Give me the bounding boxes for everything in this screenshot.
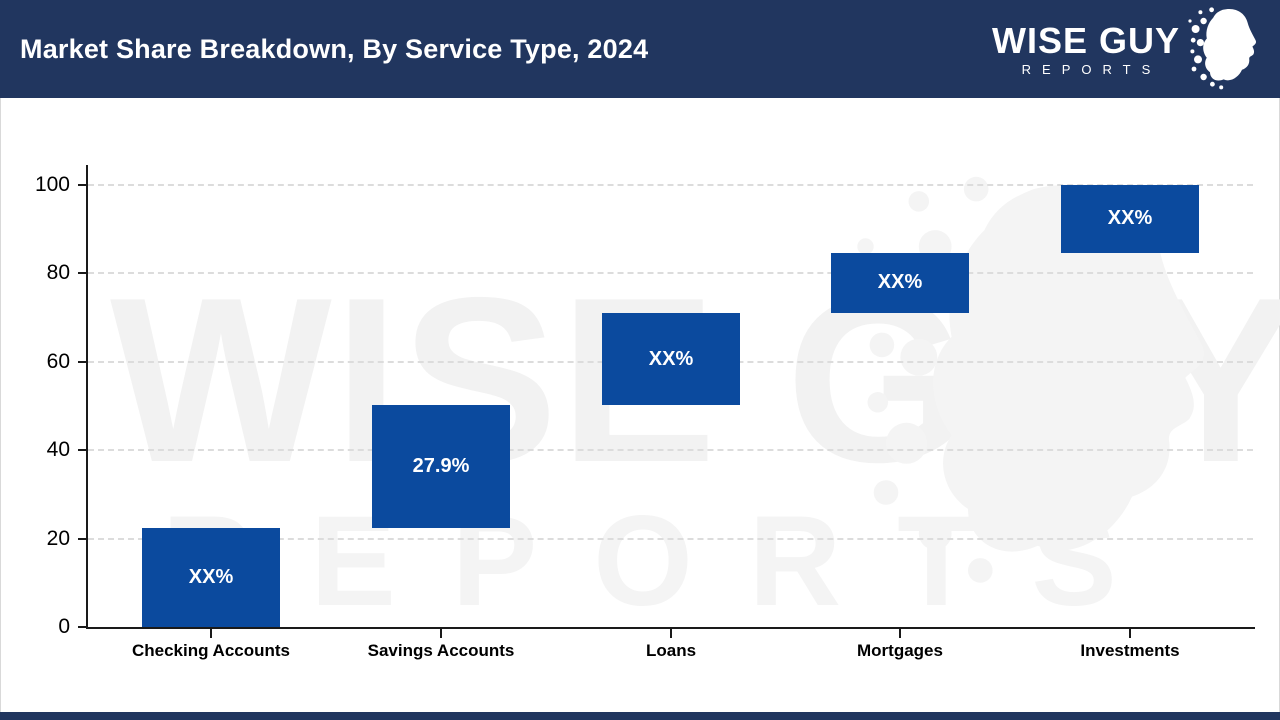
y-tick-label-100: 100 — [34, 173, 70, 196]
x-tick-label-checking-accounts: Checking Accounts — [131, 641, 291, 660]
dotted-head-icon — [1188, 7, 1257, 90]
y-tick-label-40: 40 — [46, 438, 70, 462]
x-tick-label-investments: Investments — [1080, 641, 1180, 660]
y-tick-label-60: 60 — [46, 349, 70, 373]
bar-value-label-savings-accounts: 27.9% — [412, 455, 470, 478]
bar-value-label-checking-accounts: XX% — [188, 566, 234, 589]
bar-value-label-investments: XX% — [1107, 207, 1153, 230]
watermark-dotted-head-icon — [857, 176, 1204, 583]
brand-logo-text: WISE GUY REPORTS — [991, 19, 1180, 77]
header-bar: Market Share Breakdown, By Service Type,… — [0, 0, 1280, 98]
x-tick-mortgages — [899, 629, 901, 638]
x-tick-label-mortgages: Mortgages — [857, 641, 943, 660]
y-tick-label-20: 20 — [46, 526, 70, 550]
y-axis-line — [86, 165, 88, 629]
y-tick-label-0: 0 — [58, 615, 70, 638]
x-tick-savings-accounts — [440, 629, 442, 638]
y-tick-20 — [78, 537, 87, 540]
gridline-40 — [88, 449, 1253, 452]
bar-mortgages: XX% — [831, 252, 969, 314]
x-tick-loans — [670, 629, 672, 638]
brand-name: WISE GUY — [991, 19, 1180, 61]
y-tick-80 — [78, 272, 87, 275]
bar-savings-accounts: 27.9% — [372, 405, 510, 529]
brand-logo: WISE GUY REPORTS — [992, 0, 1266, 98]
y-tick-60 — [78, 360, 87, 363]
bar-investments: XX% — [1061, 185, 1199, 253]
y-tick-100 — [78, 184, 87, 186]
bar-loans: XX% — [602, 313, 740, 406]
x-tick-checking-accounts — [210, 629, 212, 638]
brand-subtitle: REPORTS — [1021, 61, 1162, 77]
x-tick-investments — [1129, 629, 1131, 638]
gridline-100 — [88, 184, 1253, 186]
y-tick-0 — [78, 626, 87, 628]
gridline-80 — [88, 272, 1253, 275]
x-tick-label-savings-accounts: Savings Accounts — [367, 641, 515, 660]
x-tick-label-loans: Loans — [645, 641, 697, 660]
y-tick-40 — [78, 449, 87, 452]
bar-value-label-mortgages: XX% — [877, 271, 923, 294]
bar-value-label-loans: XX% — [648, 347, 694, 370]
footer-bar — [0, 712, 1280, 720]
page-title: Market Share Breakdown, By Service Type,… — [20, 33, 649, 64]
y-tick-label-80: 80 — [46, 261, 70, 285]
x-axis-line — [86, 627, 1255, 629]
gridline-20 — [88, 537, 1253, 540]
bar-checking-accounts: XX% — [142, 528, 280, 627]
